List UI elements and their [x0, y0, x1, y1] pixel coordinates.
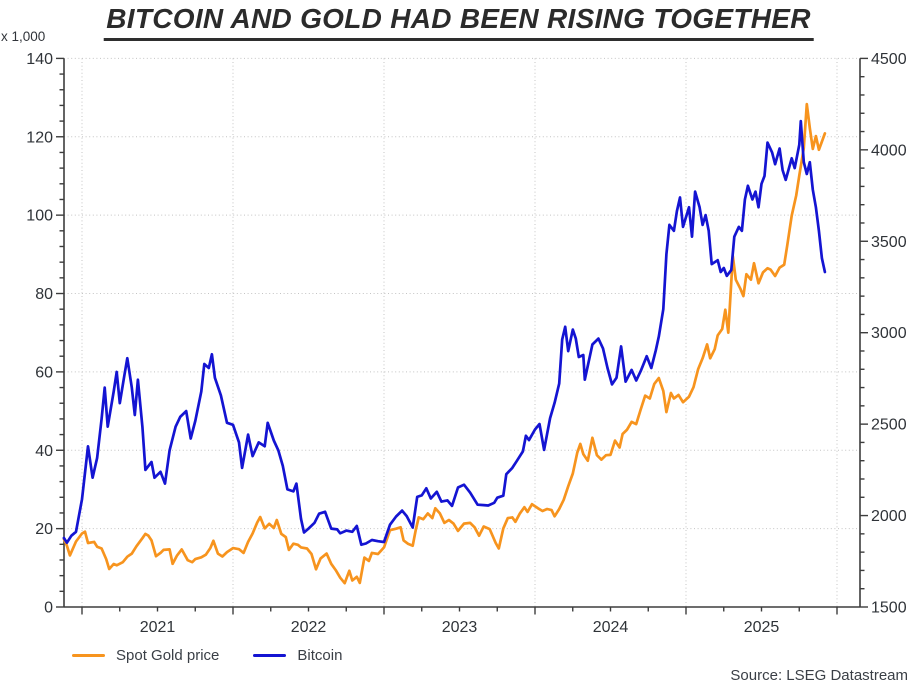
y-right-tick-label: 4000 [871, 142, 907, 159]
chart-title: BITCOIN AND GOLD HAD BEEN RISING TOGETHE… [103, 3, 814, 41]
x-year-label: 2021 [140, 619, 176, 636]
legend: Spot Gold price Bitcoin [72, 647, 376, 664]
legend-item-bitcoin: Bitcoin [253, 647, 342, 664]
y-left-tick-label: 60 [35, 364, 53, 381]
gold-line-swatch [72, 653, 105, 658]
y-left-tick-label: 20 [35, 521, 53, 538]
y-left-tick-label: 0 [44, 600, 53, 617]
y-left-tick-label: 40 [35, 443, 53, 460]
tick-labels: 0 20 40 60 80 100 120 140 1500 2000 2500 3000 3500 40… [26, 51, 906, 636]
y-right-tick-label: 2000 [871, 508, 907, 525]
series-line-gold [62, 102, 827, 585]
legend-label-bitcoin: Bitcoin [297, 647, 343, 664]
legend-label-gold: Spot Gold price [116, 647, 220, 664]
series-line-bitcoin [62, 119, 827, 547]
source-note: Source: LSEG Datastream [730, 667, 908, 684]
x-year-label: 2023 [442, 619, 478, 636]
tick-marks [56, 57, 868, 615]
legend-item-gold: Spot Gold price [72, 647, 219, 664]
y-left-tick-label: 140 [26, 51, 53, 68]
x-year-label: 2025 [744, 619, 780, 636]
x-year-label: 2024 [593, 619, 629, 636]
series-Spot Gold price [62, 102, 827, 585]
series-Bitcoin [62, 119, 827, 547]
y-right-tick-label: 1500 [871, 600, 907, 617]
y-left-tick-label: 100 [26, 208, 53, 225]
y-right-tick-label: 2500 [871, 417, 907, 434]
y-right-tick-label: 3000 [871, 325, 907, 342]
y-left-tick-label: 80 [35, 286, 53, 303]
x-year-label: 2022 [291, 619, 327, 636]
y-right-tick-label: 3500 [871, 234, 907, 251]
y-right-tick-label: 4500 [871, 51, 907, 68]
y-left-tick-label: 120 [26, 129, 53, 146]
gridlines [64, 57, 860, 607]
left-axis-unit-label: x 1,000 [1, 29, 46, 44]
bitcoin-line-swatch [253, 653, 287, 658]
